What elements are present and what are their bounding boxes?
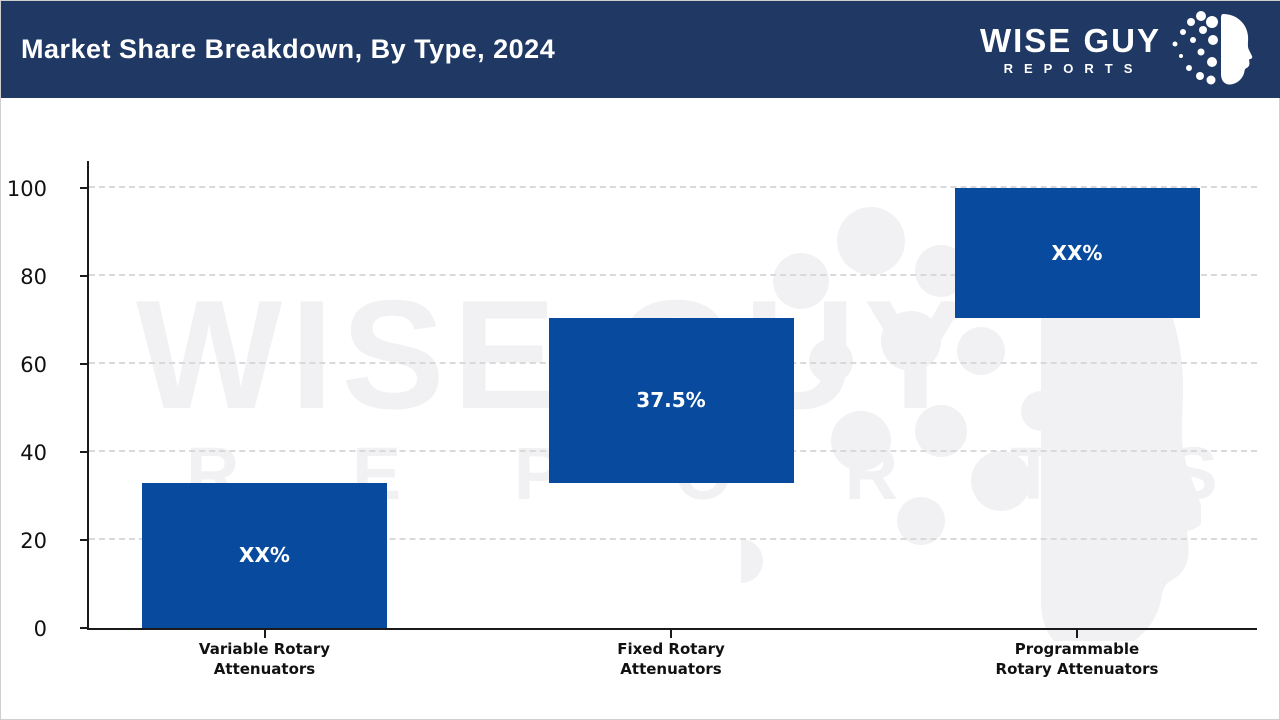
y-tick-label-60: 60	[20, 353, 47, 377]
y-tick-0	[80, 627, 87, 629]
x-tick-2	[670, 630, 672, 638]
y-tick-100	[80, 187, 87, 189]
bar-3: XX%	[954, 188, 1200, 318]
y-tick-label-0: 0	[33, 617, 47, 641]
watermark-face-dots-icon	[741, 207, 1201, 641]
y-tick-40	[80, 451, 87, 453]
brand-name: WISE GUY	[979, 21, 1161, 59]
y-tick-label-20: 20	[20, 529, 47, 553]
y-tick-60	[80, 363, 87, 365]
y-tick-label-100: 100	[6, 177, 47, 201]
x-category-label-2: Fixed Rotary Attenuators	[617, 640, 725, 679]
y-tick-80	[80, 275, 87, 277]
brand-subname: REPORTS	[1003, 60, 1144, 76]
x-tick-3	[1076, 630, 1078, 638]
header-bar: Market Share Breakdown, By Type, 2024 WI…	[1, 1, 1280, 98]
y-tick-label-80: 80	[20, 265, 47, 289]
face-dots-logo-icon	[1172, 10, 1253, 85]
x-category-label-3: Programmable Rotary Attenuators	[995, 640, 1159, 679]
x-category-label-1: Variable Rotary Attenuators	[198, 640, 331, 679]
x-tick-1	[263, 630, 266, 638]
y-axis-line	[87, 161, 89, 628]
brand-logo-text: WISE GUY REPORTS	[980, 24, 1161, 76]
gridline-20	[89, 538, 1257, 540]
brand-logo: WISE GUY REPORTS	[980, 10, 1253, 90]
y-tick-20	[80, 539, 87, 541]
y-tick-label-40: 40	[20, 441, 47, 465]
page-title: Market Share Breakdown, By Type, 2024	[21, 34, 556, 64]
bar-1: XX%	[142, 482, 387, 628]
bar-value-label-3: XX%	[1051, 240, 1103, 265]
plot-area: 0 20 40 60 80 100 XX% Variable Rotary Attenuator…	[7, 161, 1257, 678]
gridline-100	[89, 186, 1257, 188]
bar-value-label-2: 37.5%	[636, 388, 706, 413]
bar-value-label-1: XX%	[239, 543, 290, 568]
bar-2: 37.5%	[548, 317, 794, 483]
x-axis-line	[87, 628, 1257, 630]
gridline-80	[89, 274, 1257, 276]
